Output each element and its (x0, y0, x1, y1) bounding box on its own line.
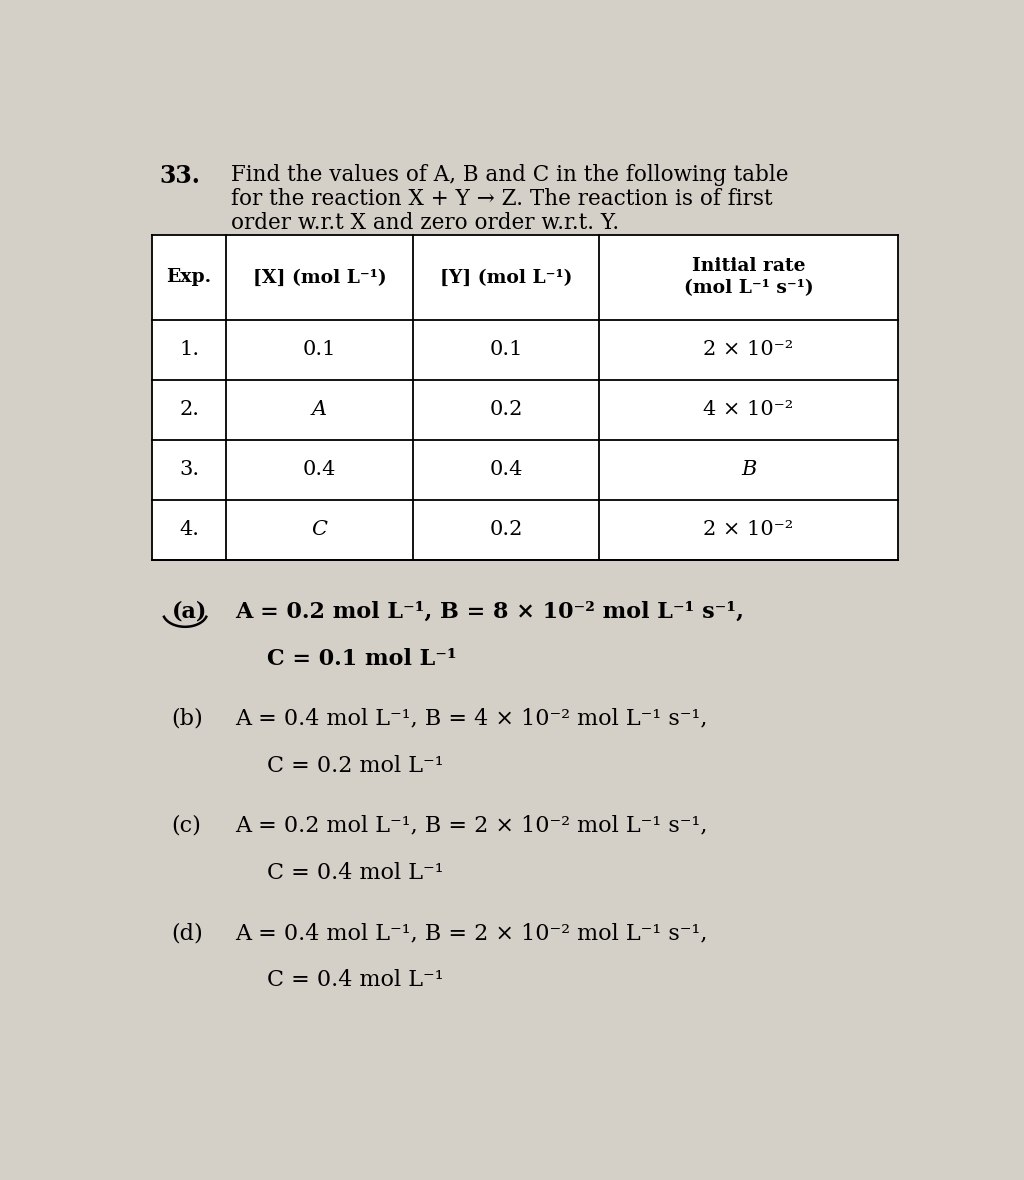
Text: [Y] (mol L⁻¹): [Y] (mol L⁻¹) (440, 268, 572, 287)
Text: (d): (d) (172, 922, 204, 944)
Text: A = 0.2 mol L⁻¹, B = 8 × 10⁻² mol L⁻¹ s⁻¹,: A = 0.2 mol L⁻¹, B = 8 × 10⁻² mol L⁻¹ s⁻… (236, 601, 744, 622)
Text: 0.2: 0.2 (489, 400, 523, 419)
Text: 0.1: 0.1 (489, 340, 523, 359)
Text: order w.r.t X and zero order w.r.t. Y.: order w.r.t X and zero order w.r.t. Y. (231, 211, 620, 234)
Bar (152, 235, 898, 559)
Text: (b): (b) (172, 708, 204, 729)
Text: 0.1: 0.1 (303, 340, 337, 359)
Text: C = 0.4 mol L⁻¹: C = 0.4 mol L⁻¹ (267, 969, 443, 991)
Text: Find the values of A, B and C in the following table: Find the values of A, B and C in the fol… (231, 164, 788, 186)
Text: 4.: 4. (179, 520, 199, 539)
Text: 2 × 10⁻²: 2 × 10⁻² (703, 340, 794, 359)
Text: 0.4: 0.4 (489, 460, 523, 479)
Text: 1.: 1. (179, 340, 200, 359)
Text: 4 × 10⁻²: 4 × 10⁻² (703, 400, 794, 419)
Text: for the reaction X + Y → Z. The reaction is of first: for the reaction X + Y → Z. The reaction… (231, 188, 773, 210)
Text: (a): (a) (172, 601, 207, 622)
Text: 3.: 3. (179, 460, 200, 479)
Text: Exp.: Exp. (167, 268, 212, 287)
Text: Initial rate
(mol L⁻¹ s⁻¹): Initial rate (mol L⁻¹ s⁻¹) (684, 257, 813, 297)
Text: A = 0.4 mol L⁻¹, B = 2 × 10⁻² mol L⁻¹ s⁻¹,: A = 0.4 mol L⁻¹, B = 2 × 10⁻² mol L⁻¹ s⁻… (236, 922, 708, 944)
Text: [X] (mol L⁻¹): [X] (mol L⁻¹) (253, 268, 386, 287)
Text: 0.4: 0.4 (303, 460, 336, 479)
Text: 2.: 2. (179, 400, 199, 419)
Text: C = 0.1 mol L⁻¹: C = 0.1 mol L⁻¹ (267, 648, 457, 670)
Text: C = 0.2 mol L⁻¹: C = 0.2 mol L⁻¹ (267, 755, 443, 776)
Text: 0.2: 0.2 (489, 520, 523, 539)
Text: C = 0.4 mol L⁻¹: C = 0.4 mol L⁻¹ (267, 863, 443, 884)
Text: (c): (c) (172, 815, 202, 837)
Text: A: A (312, 400, 328, 419)
Text: B: B (741, 460, 757, 479)
Text: 33.: 33. (160, 164, 201, 189)
Text: C: C (311, 520, 328, 539)
Text: A = 0.4 mol L⁻¹, B = 4 × 10⁻² mol L⁻¹ s⁻¹,: A = 0.4 mol L⁻¹, B = 4 × 10⁻² mol L⁻¹ s⁻… (236, 708, 708, 729)
Text: A = 0.2 mol L⁻¹, B = 2 × 10⁻² mol L⁻¹ s⁻¹,: A = 0.2 mol L⁻¹, B = 2 × 10⁻² mol L⁻¹ s⁻… (236, 815, 708, 837)
Text: 2 × 10⁻²: 2 × 10⁻² (703, 520, 794, 539)
